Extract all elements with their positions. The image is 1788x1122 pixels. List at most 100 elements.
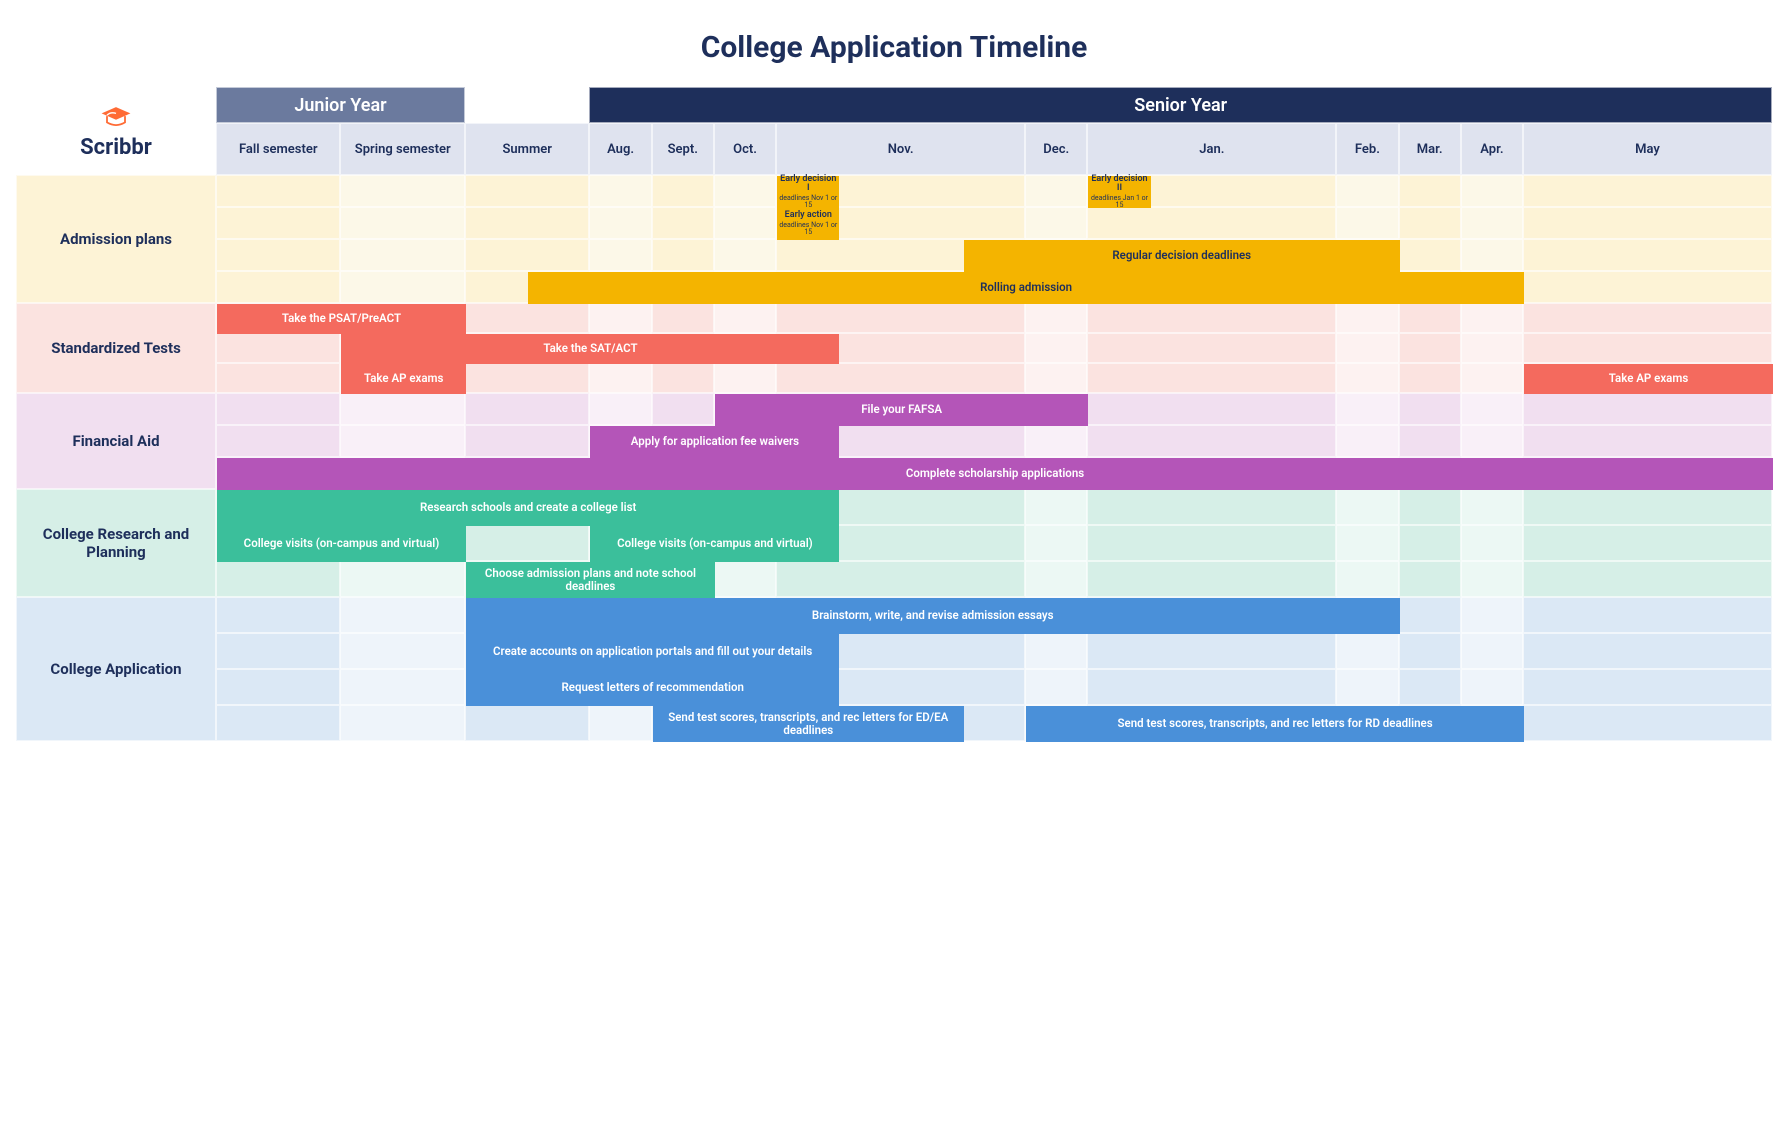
period-header: Dec. bbox=[1025, 123, 1087, 175]
grid-cell bbox=[465, 207, 589, 239]
grid-cell bbox=[1087, 333, 1336, 363]
grid-cell bbox=[1025, 207, 1087, 239]
grid-cell bbox=[340, 561, 464, 597]
period-header: Jan. bbox=[1087, 123, 1336, 175]
grid-cell bbox=[776, 303, 1025, 333]
grid-cell bbox=[1087, 669, 1336, 705]
year-header bbox=[465, 87, 589, 123]
grid-cell bbox=[216, 425, 340, 457]
grid-cell bbox=[589, 363, 651, 393]
grid-cell bbox=[1523, 525, 1772, 561]
timeline-bar: Send test scores, transcripts, and rec l… bbox=[653, 706, 964, 742]
grid-cell bbox=[1336, 207, 1398, 239]
period-header: Nov. bbox=[776, 123, 1025, 175]
timeline-bar: Take the SAT/ACT bbox=[341, 334, 839, 364]
section-label: Standardized Tests bbox=[16, 303, 216, 393]
page-title: College Application Timeline bbox=[16, 30, 1772, 65]
grid-cell bbox=[1523, 207, 1772, 239]
timeline-bar: Early actiondeadlines Nov 1 or 15 bbox=[777, 208, 839, 240]
section-label: Admission plans bbox=[16, 175, 216, 303]
timeline-bar: Research schools and create a college li… bbox=[217, 490, 839, 526]
grid-cell bbox=[1399, 239, 1461, 271]
grid-cell bbox=[1087, 425, 1336, 457]
grid-cell bbox=[465, 525, 589, 561]
period-header: Mar. bbox=[1399, 123, 1461, 175]
grid-cell bbox=[1523, 425, 1772, 457]
grid-cell bbox=[216, 561, 340, 597]
grid-cell bbox=[340, 705, 464, 741]
grid-cell bbox=[652, 207, 714, 239]
grid-cell bbox=[1523, 239, 1772, 271]
grid-cell bbox=[714, 303, 776, 333]
grid-cell bbox=[1025, 333, 1087, 363]
timeline-bar: Complete scholarship applications bbox=[217, 458, 1773, 490]
grid-cell bbox=[1399, 425, 1461, 457]
grid-cell bbox=[1461, 489, 1523, 525]
grid-cell bbox=[465, 303, 589, 333]
grid-cell bbox=[714, 363, 776, 393]
timeline-bar: Apply for application fee waivers bbox=[590, 426, 839, 458]
grid-cell bbox=[216, 705, 340, 741]
grid-cell bbox=[1087, 489, 1336, 525]
timeline-bar: Early decision Ideadlines Nov 1 or 15 bbox=[777, 176, 839, 208]
grid-cell bbox=[652, 239, 714, 271]
grid-cell bbox=[340, 207, 464, 239]
grid-cell bbox=[1336, 669, 1398, 705]
grid-cell bbox=[340, 175, 464, 207]
grid-cell bbox=[1461, 207, 1523, 239]
grid-cell bbox=[589, 303, 651, 333]
grid-cell bbox=[340, 393, 464, 425]
grid-cell bbox=[340, 597, 464, 633]
grid-cell bbox=[1025, 303, 1087, 333]
timeline-bar: Early decision IIdeadlines Jan 1 or 15 bbox=[1088, 176, 1150, 208]
grid-cell bbox=[216, 239, 340, 271]
grid-cell bbox=[1523, 705, 1772, 741]
period-header: May bbox=[1523, 123, 1772, 175]
period-header: Fall semester bbox=[216, 123, 340, 175]
grid-cell bbox=[1336, 633, 1398, 669]
grid-cell bbox=[589, 175, 651, 207]
timeline-bar: Take AP exams bbox=[341, 364, 465, 394]
grid-cell bbox=[1025, 489, 1087, 525]
grid-cell bbox=[1336, 333, 1398, 363]
grid-cell bbox=[1025, 175, 1087, 207]
timeline-grid: ScribbrJunior YearSenior YearFall semest… bbox=[16, 87, 1772, 741]
grid-cell bbox=[652, 303, 714, 333]
grid-cell bbox=[216, 207, 340, 239]
grid-cell bbox=[1523, 333, 1772, 363]
timeline-bar: Request letters of recommendation bbox=[466, 670, 839, 706]
grid-cell bbox=[1461, 239, 1523, 271]
timeline-bar: Send test scores, transcripts, and rec l… bbox=[1026, 706, 1524, 742]
timeline-bar: Choose admission plans and note school d… bbox=[466, 562, 715, 598]
grid-cell bbox=[1087, 525, 1336, 561]
period-header: Sept. bbox=[652, 123, 714, 175]
timeline-bar: Rolling admission bbox=[528, 272, 1524, 304]
grid-cell bbox=[1087, 207, 1336, 239]
grid-cell bbox=[340, 669, 464, 705]
grid-cell bbox=[216, 393, 340, 425]
grid-cell bbox=[465, 239, 589, 271]
grid-cell bbox=[1399, 561, 1461, 597]
grid-cell bbox=[1399, 303, 1461, 333]
grid-cell bbox=[216, 669, 340, 705]
grid-cell bbox=[465, 425, 589, 457]
timeline-bar: Create accounts on application portals a… bbox=[466, 634, 839, 670]
grid-cell bbox=[216, 175, 340, 207]
grid-cell bbox=[1025, 525, 1087, 561]
section-label: Financial Aid bbox=[16, 393, 216, 489]
grid-cell bbox=[714, 239, 776, 271]
grid-cell bbox=[1523, 561, 1772, 597]
grid-cell bbox=[1336, 393, 1398, 425]
timeline-bar: Take AP exams bbox=[1524, 364, 1773, 394]
grid-cell bbox=[1523, 669, 1772, 705]
grid-cell bbox=[1461, 597, 1523, 633]
graduation-cap-icon bbox=[98, 103, 134, 131]
grid-cell bbox=[340, 239, 464, 271]
grid-cell bbox=[589, 239, 651, 271]
period-header: Oct. bbox=[714, 123, 776, 175]
grid-cell bbox=[776, 561, 1025, 597]
grid-cell bbox=[652, 175, 714, 207]
grid-cell bbox=[1461, 525, 1523, 561]
grid-cell bbox=[1523, 271, 1772, 303]
grid-cell bbox=[589, 393, 651, 425]
